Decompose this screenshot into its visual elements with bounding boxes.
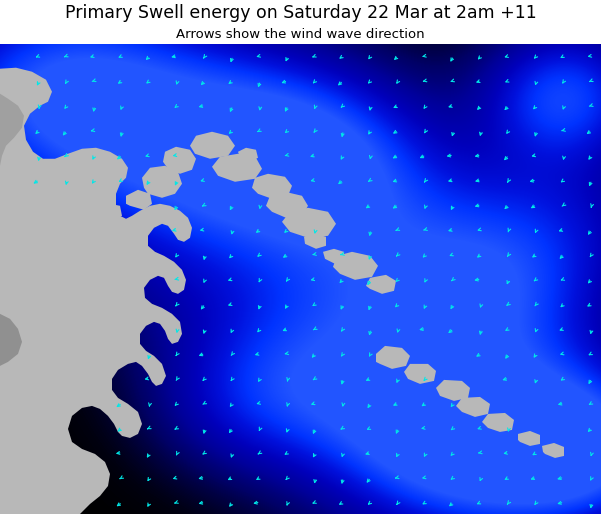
Polygon shape [376,346,410,369]
Polygon shape [103,204,122,220]
Polygon shape [282,208,336,238]
Polygon shape [333,252,378,280]
Polygon shape [436,380,470,401]
Polygon shape [366,275,396,294]
Polygon shape [482,413,514,432]
Polygon shape [163,147,196,174]
Polygon shape [304,234,326,249]
Polygon shape [0,314,22,514]
Polygon shape [404,364,436,384]
Text: Arrows show the wind wave direction: Arrows show the wind wave direction [176,28,425,41]
Polygon shape [190,132,235,159]
Polygon shape [456,397,490,417]
Polygon shape [542,443,564,458]
Polygon shape [0,68,192,514]
Polygon shape [238,148,258,162]
Polygon shape [518,431,540,446]
Polygon shape [212,154,262,182]
Polygon shape [87,220,104,234]
Polygon shape [252,174,292,199]
Polygon shape [142,166,182,198]
Polygon shape [266,192,308,218]
Polygon shape [323,249,344,264]
Polygon shape [126,190,152,210]
Text: Primary Swell energy on Saturday 22 Mar at 2am +11: Primary Swell energy on Saturday 22 Mar … [65,4,536,22]
Polygon shape [0,94,24,174]
